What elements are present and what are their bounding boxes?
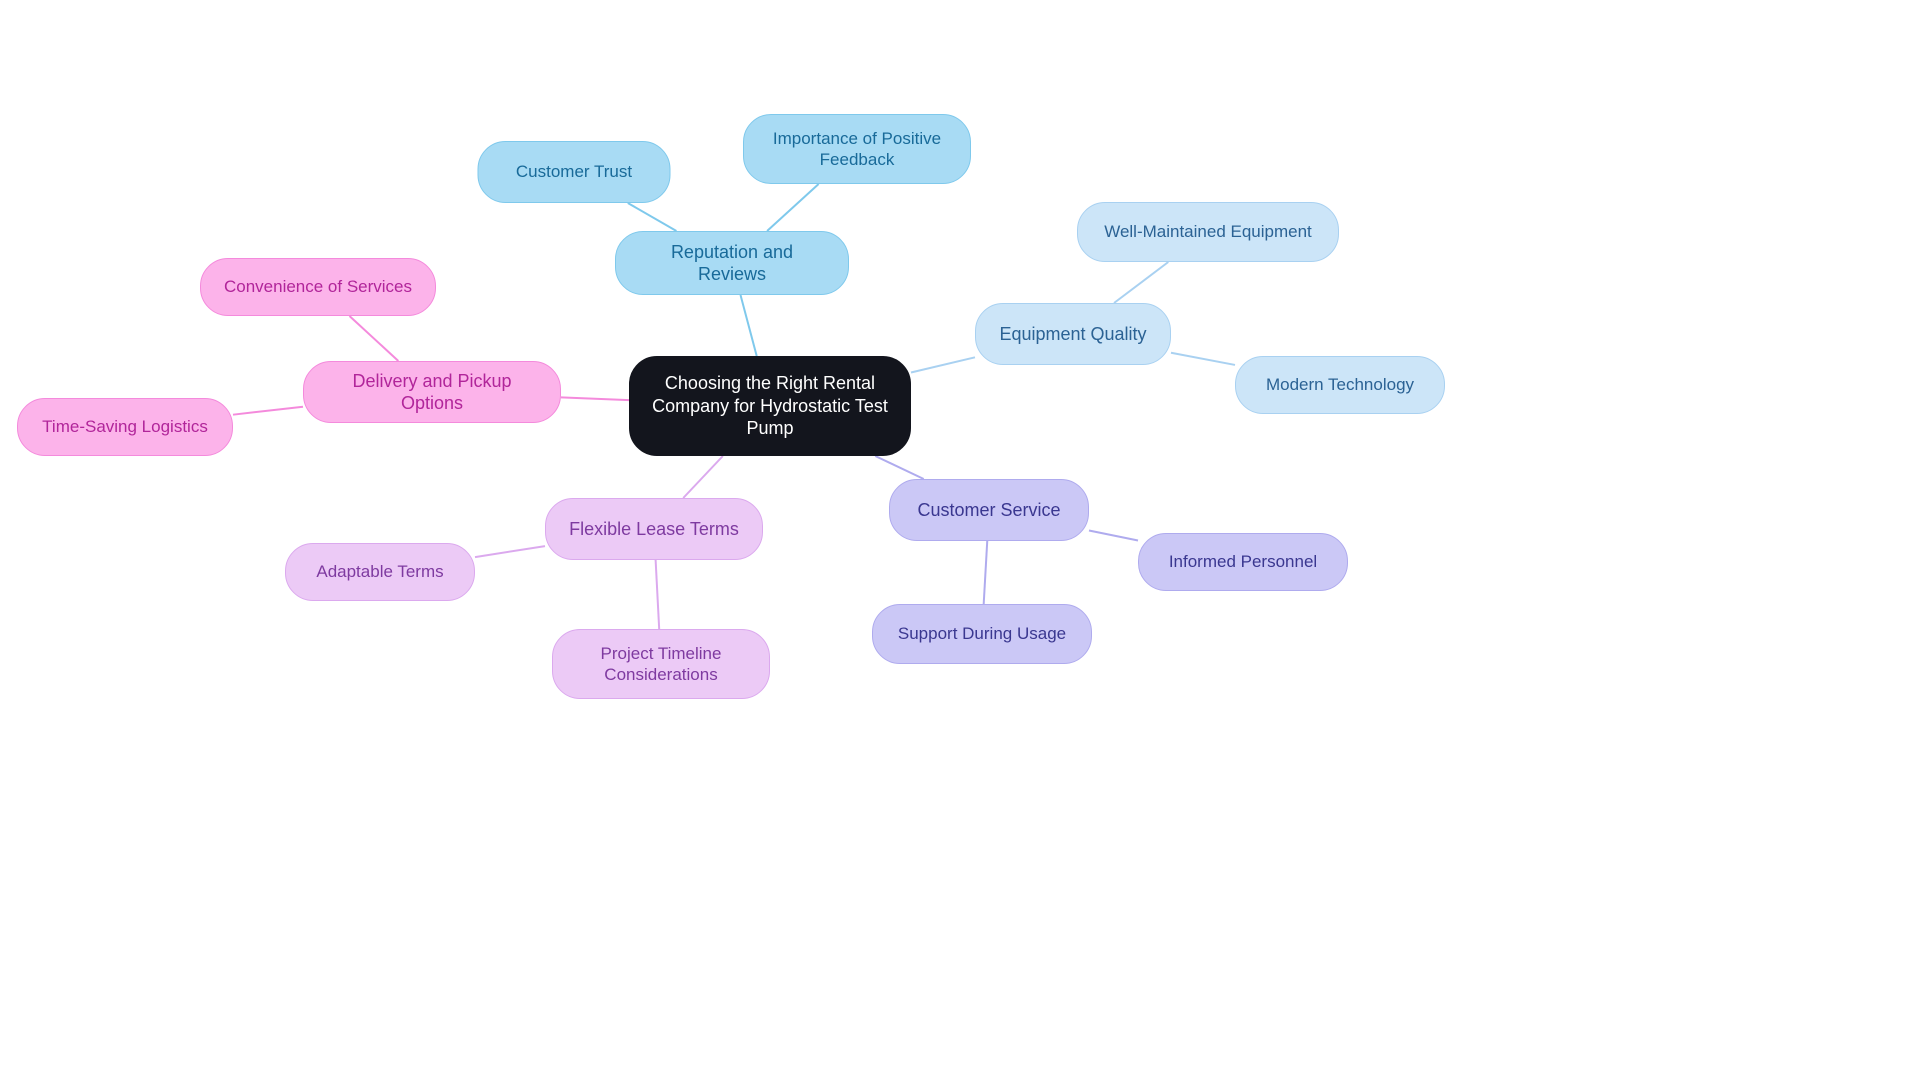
edge [628, 203, 677, 231]
node-equip: Equipment Quality [975, 303, 1171, 365]
node-label: Importance of Positive Feedback [766, 128, 948, 171]
node-cust: Customer Service [889, 479, 1089, 541]
node-label: Convenience of Services [224, 276, 412, 297]
edge [475, 546, 545, 557]
node-label: Informed Personnel [1169, 551, 1317, 572]
edge [1171, 353, 1235, 365]
edge [767, 184, 819, 231]
node-label: Modern Technology [1266, 374, 1414, 395]
node-label: Adaptable Terms [316, 561, 443, 582]
node-adapt: Adaptable Terms [285, 543, 475, 601]
node-timeline: Project Timeline Considerations [552, 629, 770, 699]
node-label: Reputation and Reviews [638, 241, 826, 286]
edge [911, 357, 975, 372]
edge [656, 560, 660, 629]
edge [561, 397, 629, 400]
node-rep: Reputation and Reviews [615, 231, 849, 295]
node-label: Support During Usage [898, 623, 1066, 644]
edge [233, 407, 303, 415]
node-root: Choosing the Right Rental Company for Hy… [629, 356, 911, 456]
node-label: Well-Maintained Equipment [1104, 221, 1312, 242]
node-label: Delivery and Pickup Options [326, 370, 538, 415]
node-label: Time-Saving Logistics [42, 416, 208, 437]
node-trust: Customer Trust [478, 141, 671, 203]
node-label: Choosing the Right Rental Company for Hy… [652, 372, 888, 440]
edge [1114, 262, 1168, 303]
mindmap-canvas: Choosing the Right Rental Company for Hy… [0, 0, 1920, 1083]
node-feedback: Importance of Positive Feedback [743, 114, 971, 184]
node-conv: Convenience of Services [200, 258, 436, 316]
node-label: Customer Trust [516, 161, 632, 182]
node-personnel: Informed Personnel [1138, 533, 1348, 591]
node-lease: Flexible Lease Terms [545, 498, 763, 560]
edge [349, 316, 398, 361]
edge [683, 456, 723, 498]
node-label: Customer Service [917, 499, 1060, 522]
node-delivery: Delivery and Pickup Options [303, 361, 561, 423]
edge [1089, 530, 1138, 540]
edge [875, 456, 923, 479]
edge [984, 541, 988, 604]
node-time: Time-Saving Logistics [17, 398, 233, 456]
node-tech: Modern Technology [1235, 356, 1445, 414]
edge [741, 295, 757, 356]
node-maint: Well-Maintained Equipment [1077, 202, 1339, 262]
node-support: Support During Usage [872, 604, 1092, 664]
node-label: Equipment Quality [999, 323, 1146, 346]
node-label: Project Timeline Considerations [575, 643, 747, 686]
node-label: Flexible Lease Terms [569, 518, 739, 541]
